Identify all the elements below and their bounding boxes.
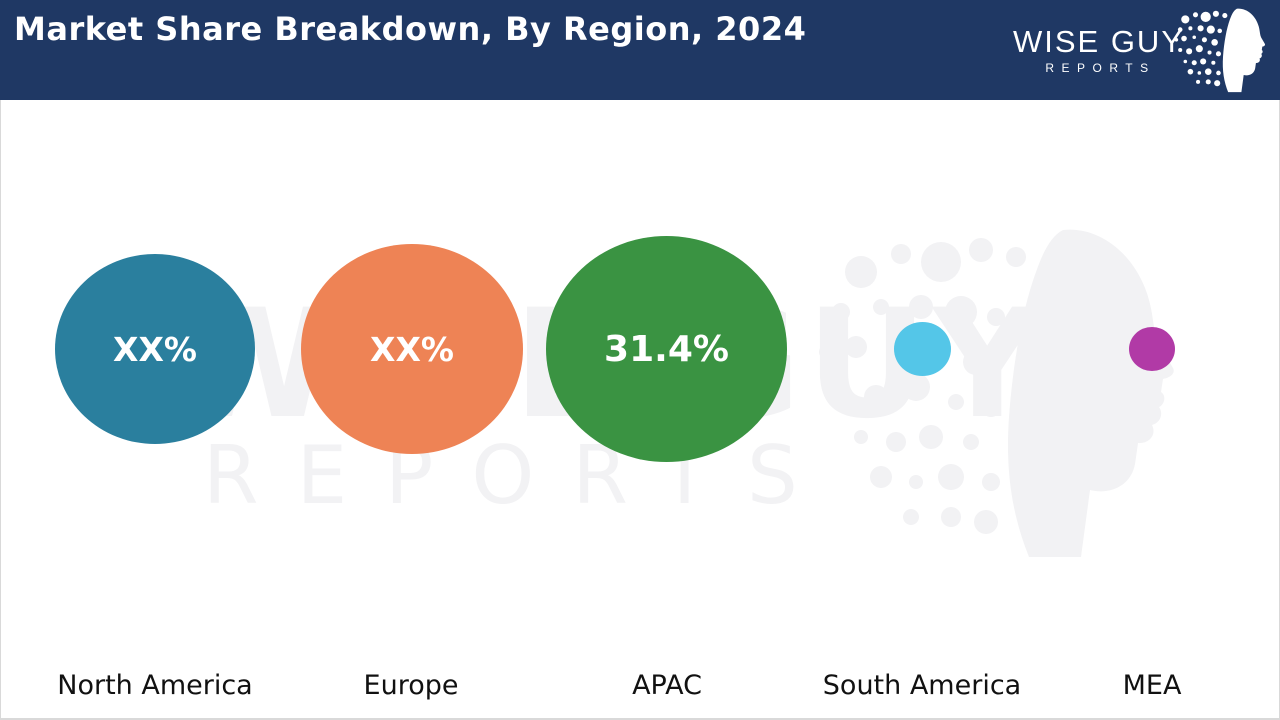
bubble-europe: XX% [301,244,523,454]
brand-logo: WISE GUY REPORTS [1013,4,1272,96]
bubble-mea [1129,327,1175,371]
bubble-value-label: XX% [113,329,197,369]
category-label-north-america: North America [57,670,253,701]
logo-brand-text: WISE GUY [1012,24,1184,60]
logo-sub-text: REPORTS [1045,60,1156,75]
category-label-mea: MEA [1122,670,1182,701]
bubble-chart: WISE GUY REPORTS XX% XX% 31.4% North Ame… [0,100,1280,720]
category-label-south-america: South America [822,670,1022,701]
brand-logo-text: WISE GUY REPORTS [1012,24,1184,75]
watermark-sub-text: REPORTS [203,429,836,522]
bubble-south-america [894,322,951,376]
header-bar: Market Share Breakdown, By Region, 2024 … [0,0,1280,100]
bubble-north-america: XX% [55,254,255,444]
category-label-apac: APAC [632,670,702,701]
watermark-head-profile-icon [819,229,1174,557]
category-label-europe: Europe [363,670,459,701]
bubble-value-label: XX% [370,329,454,369]
bubble-apac: 31.4% [546,236,787,462]
bubble-value-label: 31.4% [604,328,729,370]
head-profile-icon [1174,8,1266,93]
page-title: Market Share Breakdown, By Region, 2024 [14,10,807,48]
